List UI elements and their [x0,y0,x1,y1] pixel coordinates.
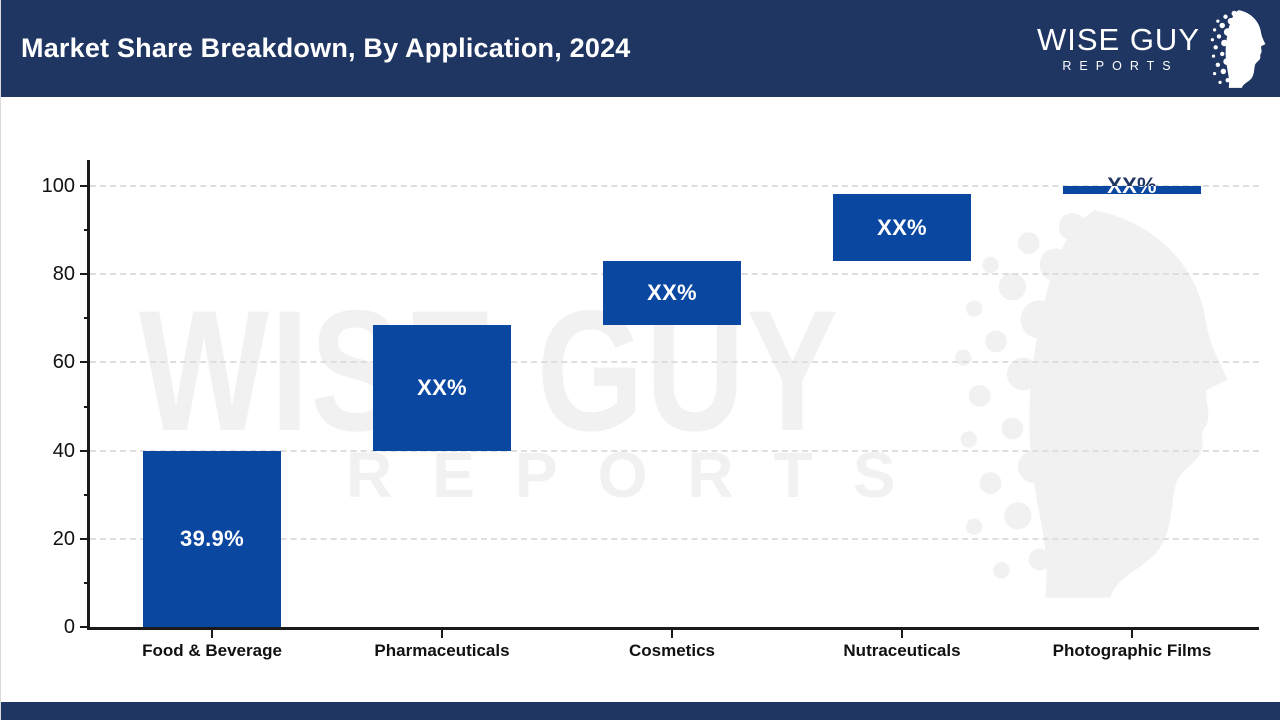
bar-value-label: XX% [647,280,697,306]
y-tick-label: 40 [52,439,75,462]
x-category-label: Photographic Films [1052,641,1212,660]
bar-value-label: XX% [1063,186,1201,194]
y-minor-tick-mark [84,229,89,232]
logo-wordmark: WISE GUY REPORTS [1037,24,1200,73]
gridline [90,185,1259,187]
bar: 39.9% [143,451,281,627]
gridline [90,449,1259,452]
logo-wordmark-line1: WISE GUY [1036,22,1200,57]
y-tick-mark [80,185,89,187]
y-tick-mark [80,361,89,364]
header: Market Share Breakdown, By Application, … [1,0,1280,97]
wise-guy-logo: WISE GUY REPORTS [1037,8,1270,90]
y-minor-tick-mark [84,405,89,408]
bar-value-label: XX% [877,214,927,240]
y-axis [87,160,90,629]
x-tick-mark [1131,630,1133,638]
bar: XX% [603,261,741,326]
x-tick-mark [671,630,673,638]
y-tick-label: 100 [41,175,75,197]
y-tick-label: 0 [63,616,75,638]
x-tick-mark [441,630,443,638]
x-tick-mark [211,630,213,638]
logo-wordmark-line2: REPORTS [1062,59,1179,73]
y-tick-mark [80,449,89,452]
footer-bar [1,702,1280,720]
y-tick-label: 80 [52,263,75,286]
y-minor-tick-mark [84,493,89,496]
y-tick-label: 60 [52,351,75,374]
x-tick-mark [901,630,903,638]
x-category-label: Nutraceuticals [843,641,961,660]
logo-head-icon [1210,9,1266,88]
x-category-label: Food & Beverage [142,641,282,660]
gridline [90,537,1259,540]
bar: XX% [1063,186,1201,195]
gridline [90,361,1259,364]
x-category-label: Cosmetics [629,641,715,660]
y-minor-tick-mark [84,317,89,320]
y-tick-label: 20 [52,527,75,550]
x-category-label: Pharmaceuticals [374,641,510,660]
y-minor-tick-mark [84,581,89,584]
x-axis [87,627,1259,630]
y-tick-mark [80,626,89,628]
bar: XX% [373,325,511,452]
page-title: Market Share Breakdown, By Application, … [21,33,631,63]
y-tick-mark [80,537,89,540]
bar-value-label: 39.9% [180,526,244,551]
bar: XX% [833,194,971,262]
bar-value-label: XX% [417,375,467,401]
y-tick-mark [80,273,89,276]
